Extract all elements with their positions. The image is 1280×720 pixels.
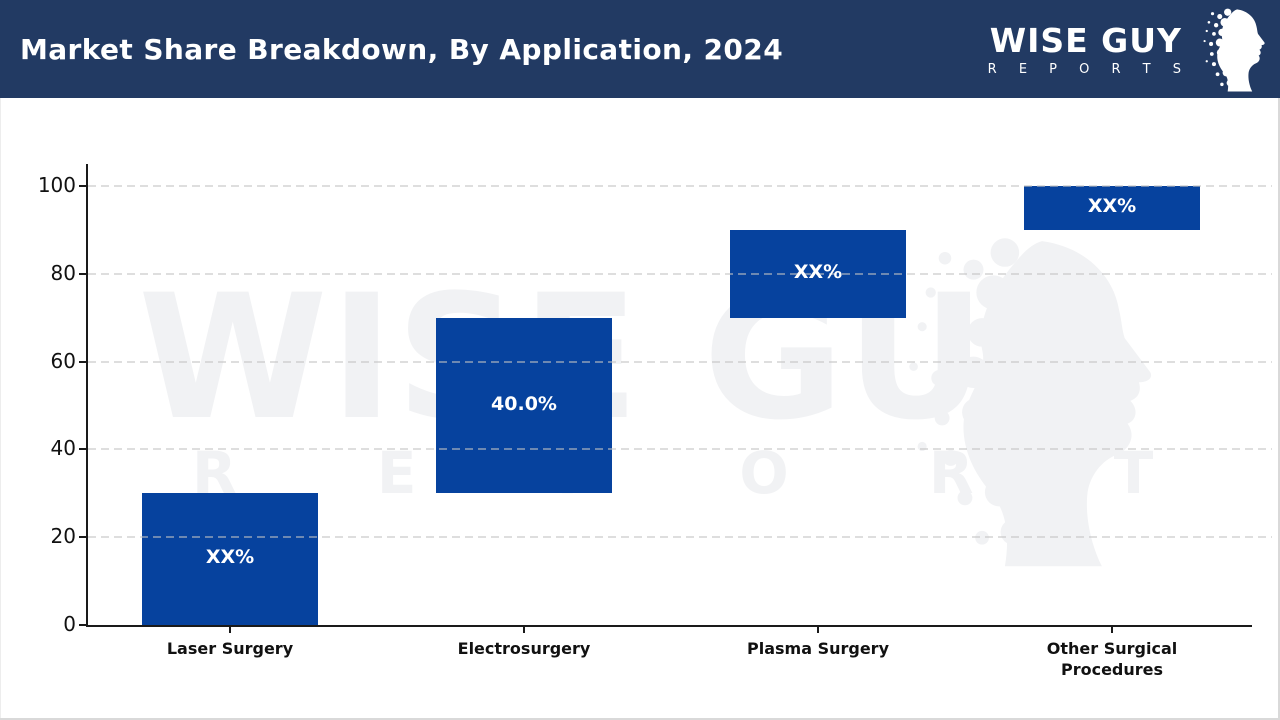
y-axis-tick [79, 624, 87, 626]
y-axis-tick-label: 80 [50, 260, 76, 285]
bar [436, 317, 612, 494]
y-axis-tick [79, 536, 87, 539]
y-axis-tick-label: 0 [63, 612, 76, 636]
x-axis-line [86, 625, 1252, 627]
bar-value-label: XX% [205, 546, 255, 569]
x-axis-tick-label: Electrosurgery [457, 639, 591, 658]
x-axis-tick-label: Laser Surgery [166, 639, 294, 658]
header: Market Share Breakdown, By Application, … [0, 0, 1280, 98]
bar-value-label: 40.0% [491, 392, 557, 415]
y-axis-tick-label: 40 [50, 436, 76, 461]
y-axis-tick-label: 60 [50, 348, 76, 373]
bar [1024, 186, 1200, 230]
gridline [88, 448, 1272, 451]
x-axis-tick [229, 625, 231, 633]
gridline [88, 272, 1272, 275]
page-title: Market Share Breakdown, By Application, … [20, 32, 784, 66]
bar-value-label: XX% [793, 260, 843, 283]
brand-logo-text: WISE GUY R E P O R T S [982, 21, 1190, 77]
y-axis-tick [79, 360, 87, 363]
y-axis-tick [79, 272, 87, 275]
x-axis-tick-label: Other Surgical Procedures [1046, 639, 1178, 679]
bar-value-label: XX% [1087, 194, 1137, 217]
x-axis-tick-label: Plasma Surgery [747, 639, 889, 658]
brand-name: WISE GUY [989, 21, 1182, 60]
gridline [88, 360, 1272, 363]
x-axis-tick [817, 625, 819, 633]
gridline [88, 185, 1272, 187]
x-axis-tick [523, 625, 525, 633]
y-axis-tick [79, 185, 87, 187]
brand-subname: R E P O R T S [987, 62, 1190, 77]
brand-logo: WISE GUY R E P O R T S [982, 4, 1270, 94]
y-axis-line [86, 164, 88, 627]
bar [142, 493, 318, 625]
logo-face-icon [1203, 8, 1265, 92]
gridline [88, 536, 1272, 539]
y-axis-tick-label: 20 [50, 524, 76, 549]
y-axis-tick [79, 448, 87, 451]
x-axis-tick [1111, 625, 1113, 633]
y-axis-tick-label: 100 [37, 173, 76, 197]
